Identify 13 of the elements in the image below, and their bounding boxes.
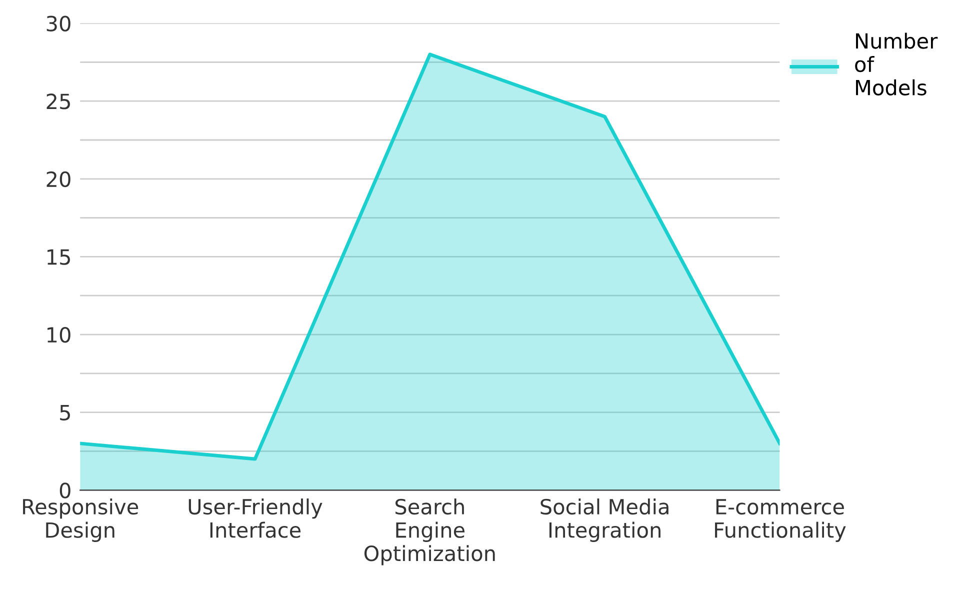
y-tick-label: 25 xyxy=(46,94,70,110)
x-tick-label: E-commerce Functionality xyxy=(715,499,846,542)
legend-label: Number of Models xyxy=(855,32,938,96)
x-tick-label: Responsive Design xyxy=(23,498,138,542)
x-tick-label: Social Media Integration xyxy=(540,498,668,542)
y-tick-label: 10 xyxy=(48,326,70,343)
x-tick-label: User-Friendly Interface xyxy=(188,498,322,538)
y-tick-label: 15 xyxy=(48,249,70,265)
y-tick-label: 5 xyxy=(60,405,70,421)
y-tick-label: 30 xyxy=(46,16,70,32)
y-tick-label: 0 xyxy=(60,482,70,498)
x-tick-label: Search Engine Optimization xyxy=(364,498,495,566)
y-tick-label: 20 xyxy=(46,171,70,188)
